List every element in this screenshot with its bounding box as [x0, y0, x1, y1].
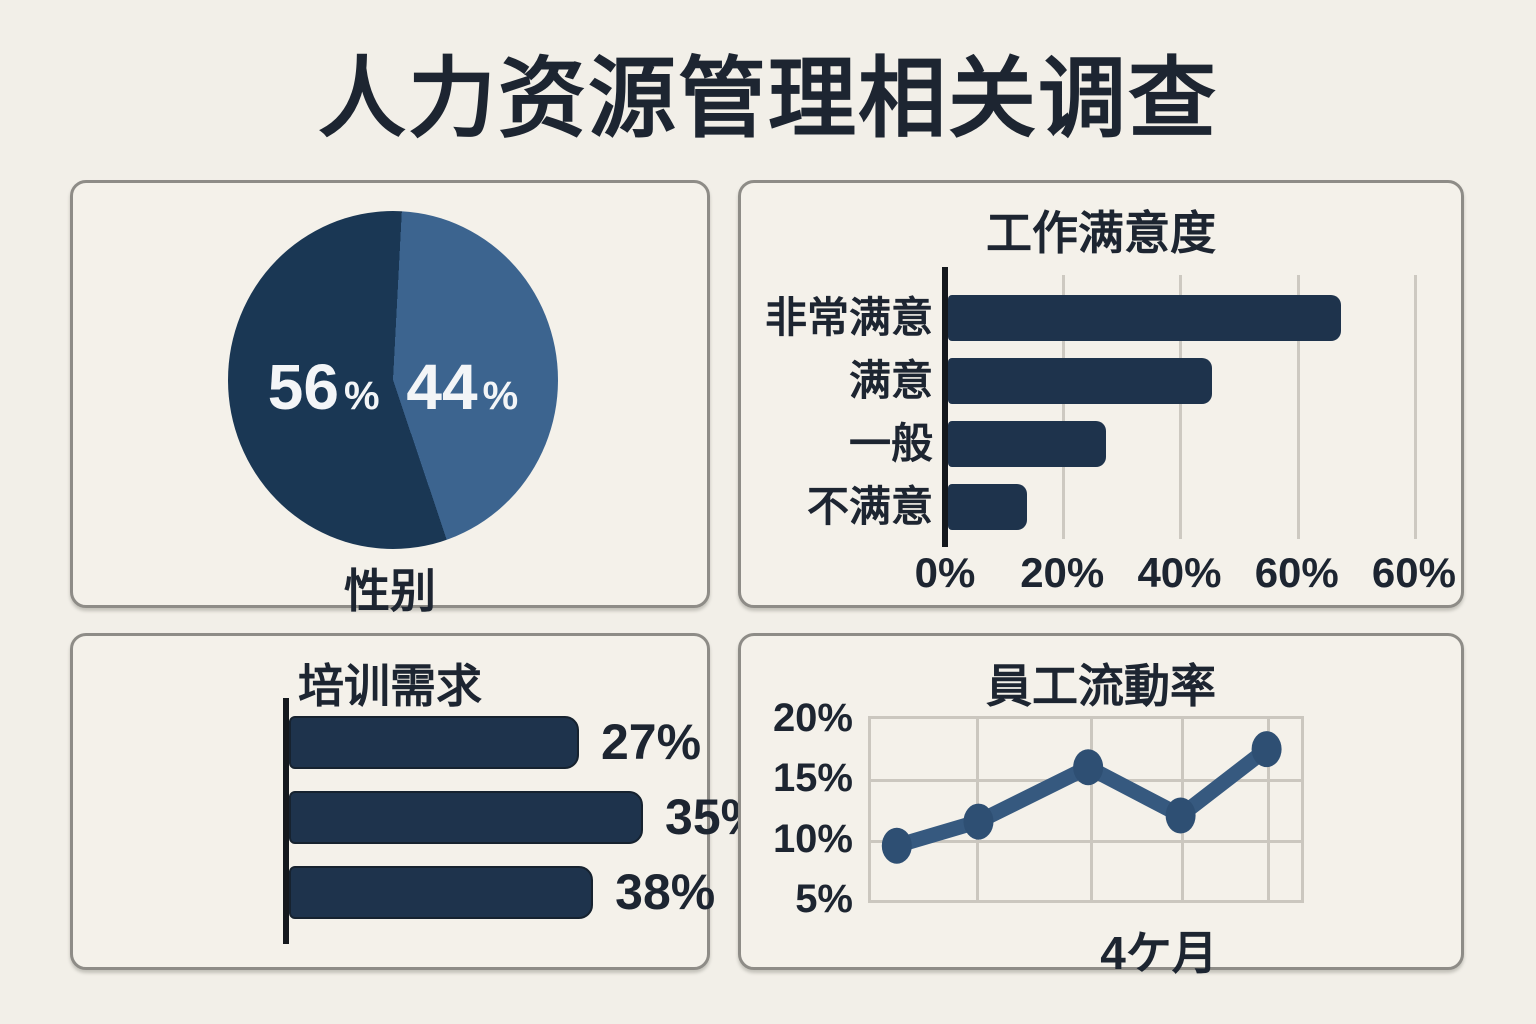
x-tick-label: 0%	[914, 549, 976, 596]
category-label: 不满意	[806, 483, 933, 530]
turnover-title: 員工流動率	[986, 660, 1216, 712]
bar	[289, 716, 579, 769]
training-y-axis	[283, 698, 289, 944]
percent-sign: %	[343, 373, 380, 418]
y-tick-label: 15%	[772, 756, 853, 801]
y-tick-label: 10%	[772, 816, 853, 861]
bar	[289, 791, 644, 844]
gridline	[1413, 275, 1417, 539]
gender-pie-chart: 56% 44%	[228, 211, 558, 549]
pie-slice-label: 56%	[268, 350, 380, 424]
turnover-plot	[868, 716, 1304, 903]
turnover-x-axis-label: 4ケ月	[1100, 927, 1218, 979]
gridline	[1089, 719, 1093, 900]
category-label: 满意	[848, 357, 933, 404]
panel-training: 培训需求 27% 35% 38%	[70, 633, 765, 970]
x-tick-label: 60%	[1371, 549, 1456, 596]
pie-slice-label: 44%	[406, 350, 518, 424]
bar	[948, 295, 1341, 341]
data-point	[881, 827, 912, 864]
gridline	[1296, 275, 1300, 539]
gridline	[1062, 275, 1066, 539]
bar	[948, 358, 1212, 404]
bar-value-label: 27%	[600, 714, 702, 770]
category-label: 非常满意	[764, 294, 933, 341]
x-tick-label: 20%	[1020, 549, 1105, 596]
panel-satisfaction: 工作满意度 0% 20% 40% 60% 60% 非常满意满意一般不满意	[738, 180, 1464, 608]
category-label: 一般	[848, 420, 933, 467]
bar-value-label: 38%	[615, 864, 716, 920]
y-tick-label: 5%	[795, 877, 853, 921]
turnover-line-chart	[881, 731, 1282, 864]
gridline	[871, 839, 1301, 843]
y-tick-label: 20%	[772, 696, 853, 740]
data-point	[963, 803, 994, 840]
panel-turnover: 員工流動率 20% 15% 10% 5% 4ケ月	[738, 633, 1464, 979]
bar	[289, 866, 594, 919]
x-tick-label: 60%	[1254, 549, 1339, 596]
satisfaction-y-axis	[942, 267, 948, 547]
training-title: 培训需求	[298, 660, 482, 712]
bar	[948, 484, 1028, 530]
page-title: 人力资源管理相关调查	[317, 49, 1218, 148]
data-point	[1165, 797, 1196, 834]
x-tick-label: 40%	[1137, 549, 1222, 596]
panel-gender: 56% 44% 性别	[70, 180, 710, 617]
data-point	[1251, 731, 1282, 768]
pie-slice-value: 56	[267, 350, 339, 423]
percent-sign: %	[482, 373, 519, 418]
gridline	[1267, 719, 1271, 900]
gender-axis-title: 性别	[344, 565, 436, 617]
bar	[948, 421, 1107, 467]
satisfaction-title: 工作满意度	[986, 207, 1216, 259]
data-point	[1073, 749, 1104, 786]
gridline	[1179, 275, 1183, 539]
pie-slice-value: 44	[406, 350, 478, 423]
